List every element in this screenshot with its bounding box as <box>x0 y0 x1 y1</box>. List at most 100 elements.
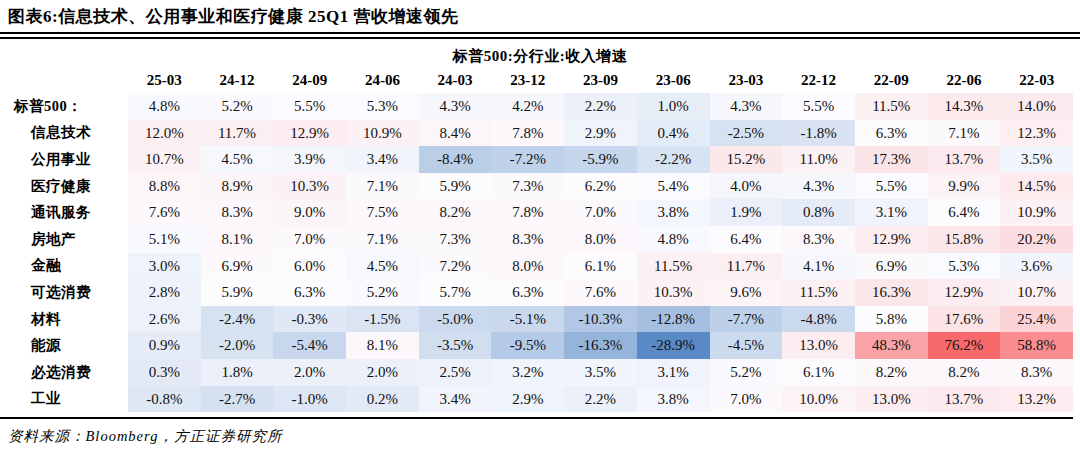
table-cell: -7.7% <box>710 306 783 333</box>
table-row: 必选消费0.3%1.8%2.0%2.0%2.5%3.2%3.5%3.1%5.2%… <box>0 359 1073 386</box>
table-cell: 8.9% <box>201 173 274 200</box>
table-cell: 1.9% <box>710 199 783 226</box>
table-cell: 6.3% <box>273 279 346 306</box>
table-cell: 2.9% <box>491 386 564 413</box>
table-cell: 15.8% <box>928 226 1001 253</box>
table-cell: 17.3% <box>855 146 928 173</box>
table-cell: 6.4% <box>928 199 1001 226</box>
table-cell: 3.4% <box>346 146 419 173</box>
table-cell: 17.6% <box>928 306 1001 333</box>
row-label: 必选消费 <box>0 363 128 382</box>
table-cell: 6.1% <box>782 359 855 386</box>
table-cell: 3.8% <box>637 386 710 413</box>
table-cell: 3.1% <box>637 359 710 386</box>
column-header: 23-03 <box>710 72 783 89</box>
column-header: 24-06 <box>346 72 419 89</box>
table-cell: 3.1% <box>855 199 928 226</box>
table-row: 材料2.6%-2.4%-0.3%-1.5%-5.0%-5.1%-10.3%-12… <box>0 306 1073 333</box>
table-cell: 3.9% <box>273 146 346 173</box>
table-cell: 6.9% <box>201 253 274 280</box>
row-label: 工业 <box>0 389 128 408</box>
table-cell: 7.3% <box>419 226 492 253</box>
table-cell: 4.3% <box>782 173 855 200</box>
column-header: 24-03 <box>419 72 492 89</box>
table-cell: 2.9% <box>564 120 637 147</box>
table-cell: 4.8% <box>637 226 710 253</box>
table-cell: 6.9% <box>855 253 928 280</box>
table-cell: 4.0% <box>710 173 783 200</box>
table-cell: -0.3% <box>273 306 346 333</box>
table-cell: 15.2% <box>710 146 783 173</box>
table-cell: 5.3% <box>928 253 1001 280</box>
table-cell: -1.0% <box>273 386 346 413</box>
table-cell: 10.3% <box>637 279 710 306</box>
table-cell: 6.3% <box>855 120 928 147</box>
column-header: 22-09 <box>855 72 928 89</box>
table-cell: -2.2% <box>637 146 710 173</box>
table-cell: 7.1% <box>346 173 419 200</box>
table-cell: 8.0% <box>564 226 637 253</box>
table-cell: 13.7% <box>928 386 1001 413</box>
table-cell: -4.5% <box>710 332 783 359</box>
table-cell: 4.5% <box>346 253 419 280</box>
table-cell: 7.6% <box>128 199 201 226</box>
table-cell: 8.3% <box>491 226 564 253</box>
table-cell: 11.5% <box>782 279 855 306</box>
table-cell: 14.0% <box>1000 93 1073 120</box>
table-row: 标普500：4.8%5.2%5.5%5.3%4.3%4.2%2.2%1.0%4.… <box>0 93 1073 120</box>
table-row: 可选消费2.8%5.9%6.3%5.2%5.7%6.3%7.6%10.3%9.6… <box>0 279 1073 306</box>
table-cell: -2.5% <box>710 120 783 147</box>
table-cell: 5.8% <box>855 306 928 333</box>
column-header: 22-03 <box>1000 72 1073 89</box>
table-cell: 3.2% <box>491 359 564 386</box>
table-cell: 5.3% <box>346 93 419 120</box>
table-cell: 76.2% <box>928 332 1001 359</box>
table-cell: -2.4% <box>201 306 274 333</box>
table-row: 金融3.0%6.9%6.0%4.5%7.2%8.0%6.1%11.5%11.7%… <box>0 253 1073 280</box>
table-cell: -7.2% <box>491 146 564 173</box>
column-header: 25-03 <box>128 72 201 89</box>
table-cell: 4.3% <box>710 93 783 120</box>
table-cell: -1.5% <box>346 306 419 333</box>
table-cell: 48.3% <box>855 332 928 359</box>
row-label: 信息技术 <box>0 123 128 142</box>
table-cell: 6.2% <box>564 173 637 200</box>
table-cell: 1.8% <box>201 359 274 386</box>
table-cell: 13.7% <box>928 146 1001 173</box>
table-cell: 5.7% <box>419 279 492 306</box>
table-cell: 7.3% <box>491 173 564 200</box>
table-cell: 5.4% <box>637 173 710 200</box>
table-cell: 6.1% <box>564 253 637 280</box>
table-cell: 5.2% <box>710 359 783 386</box>
table-cell: 12.0% <box>128 120 201 147</box>
table-cell: -5.0% <box>419 306 492 333</box>
column-header: 23-06 <box>637 72 710 89</box>
table-cell: 8.1% <box>346 332 419 359</box>
row-label: 能源 <box>0 336 128 355</box>
table-row: 医疗健康8.8%8.9%10.3%7.1%5.9%7.3%6.2%5.4%4.0… <box>0 173 1073 200</box>
header-row: 25-0324-1224-0924-0624-0323-1223-0923-06… <box>0 68 1073 93</box>
table-cell: 13.2% <box>1000 386 1073 413</box>
table-cell: 6.0% <box>273 253 346 280</box>
table-row: 公用事业10.7%4.5%3.9%3.4%-8.4%-7.2%-5.9%-2.2… <box>0 146 1073 173</box>
table-cell: -12.8% <box>637 306 710 333</box>
table-cell: 7.1% <box>346 226 419 253</box>
table-cell: 12.3% <box>1000 120 1073 147</box>
table-cell: 7.6% <box>564 279 637 306</box>
column-header: 22-06 <box>928 72 1001 89</box>
row-label: 标普500： <box>0 97 128 116</box>
table-cell: 8.4% <box>419 120 492 147</box>
table-cell: 7.2% <box>419 253 492 280</box>
row-label: 材料 <box>0 310 128 329</box>
row-label: 房地产 <box>0 230 128 249</box>
table-cell: 16.3% <box>855 279 928 306</box>
table-cell: 5.9% <box>419 173 492 200</box>
table-cell: 0.8% <box>782 199 855 226</box>
table-cell: 8.3% <box>1000 359 1073 386</box>
table-cell: 7.0% <box>564 199 637 226</box>
table-cell: -5.4% <box>273 332 346 359</box>
row-label: 公用事业 <box>0 150 128 169</box>
row-label: 金融 <box>0 256 128 275</box>
table-cell: 7.8% <box>491 120 564 147</box>
row-label: 通讯服务 <box>0 203 128 222</box>
